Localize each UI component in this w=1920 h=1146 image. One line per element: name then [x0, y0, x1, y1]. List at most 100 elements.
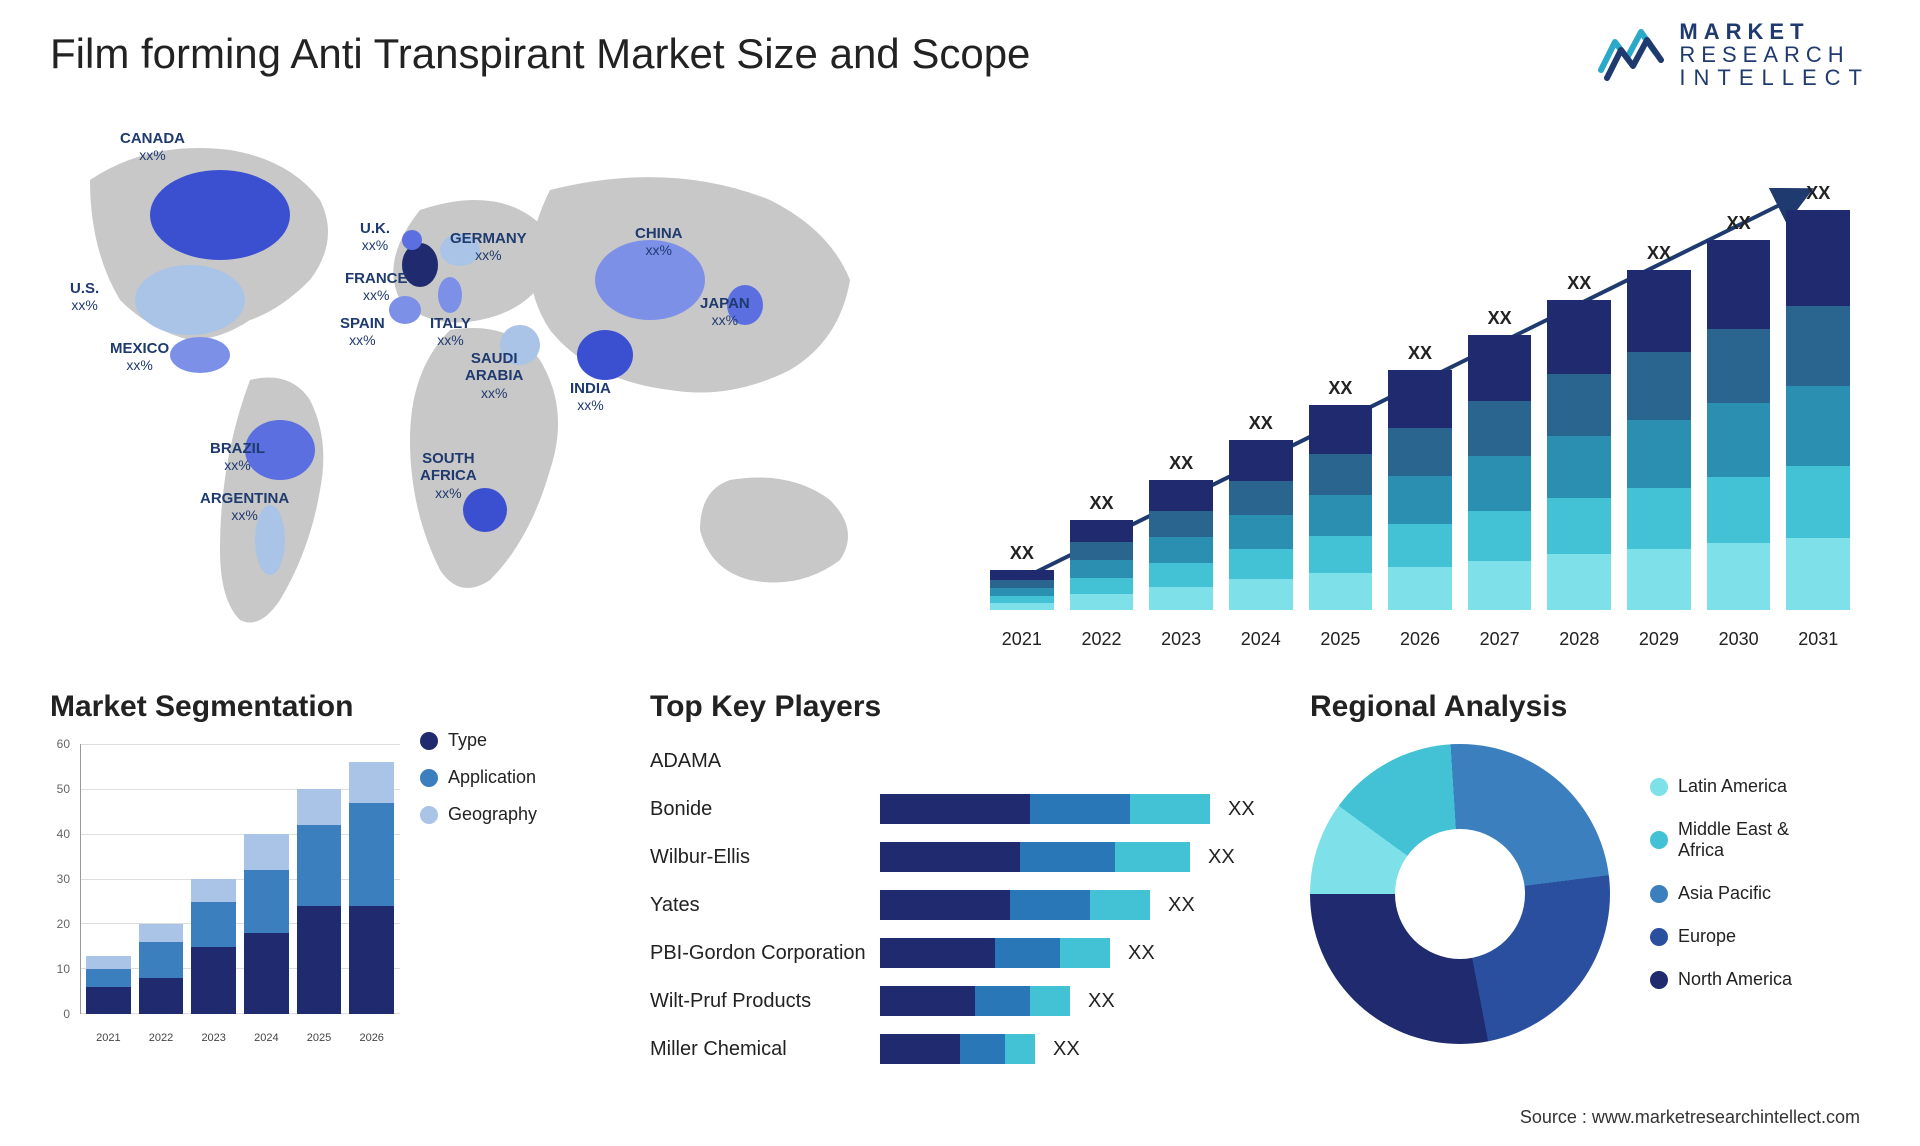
key-player-name: Bonide	[650, 798, 880, 821]
bar-value-label: XX	[1010, 543, 1034, 564]
key-player-bar	[880, 1034, 1035, 1064]
seg-bar	[244, 834, 289, 1014]
main-bar: XX	[1070, 493, 1134, 610]
map-label: U.K.xx%	[360, 220, 390, 255]
bar-value-label: XX	[1328, 378, 1352, 399]
seg-bar	[191, 879, 236, 1014]
main-xaxis-label: 2029	[1627, 621, 1691, 650]
seg-xaxis-label: 2025	[297, 1026, 342, 1044]
seg-ytick: 10	[46, 962, 70, 976]
main-bar: XX	[1468, 308, 1532, 610]
key-player-bar	[880, 890, 1150, 920]
seg-xaxis-label: 2022	[139, 1026, 184, 1044]
world-map: CANADAxx% U.S.xx% MEXICOxx% BRAZILxx% ARGENT…	[50, 120, 930, 650]
seg-xaxis-label: 2021	[86, 1026, 131, 1044]
segmentation-legend: Type Application Geography	[420, 730, 600, 841]
key-player-value: XX	[1128, 942, 1155, 965]
bar-value-label: XX	[1249, 413, 1273, 434]
segmentation-title: Market Segmentation	[50, 690, 610, 724]
seg-bar	[297, 789, 342, 1014]
main-xaxis-label: 2026	[1388, 621, 1452, 650]
main-bar: XX	[1388, 343, 1452, 610]
main-xaxis-label: 2027	[1468, 621, 1532, 650]
legend-item: North America	[1650, 969, 1792, 990]
map-label: SAUDIARABIAxx%	[465, 350, 523, 402]
key-player-bar	[880, 938, 1110, 968]
key-player-row: Yates XX	[650, 888, 1270, 922]
seg-ytick: 30	[46, 872, 70, 886]
seg-bar	[139, 924, 184, 1014]
key-player-row: Miller ChemicalXX	[650, 1032, 1270, 1066]
legend-item: Asia Pacific	[1650, 883, 1792, 904]
key-player-row: Wilt-Pruf Products XX	[650, 984, 1270, 1018]
segmentation-chart: 202120222023202420252026 0102030405060	[50, 744, 400, 1044]
main-bar: XX	[1547, 273, 1611, 610]
map-label: INDIAxx%	[570, 380, 611, 415]
map-label: CANADAxx%	[120, 130, 185, 165]
key-player-name: Wilt-Pruf Products	[650, 990, 880, 1013]
main-xaxis-label: 2031	[1786, 621, 1850, 650]
legend-item: Latin America	[1650, 776, 1792, 797]
seg-xaxis-label: 2023	[191, 1026, 236, 1044]
seg-ytick: 50	[46, 782, 70, 796]
map-label: FRANCExx%	[345, 270, 408, 305]
seg-ytick: 60	[46, 737, 70, 751]
key-players-title: Top Key Players	[650, 690, 1270, 724]
map-label: JAPANxx%	[700, 295, 750, 330]
bar-value-label: XX	[1488, 308, 1512, 329]
map-label: SOUTHAFRICAxx%	[420, 450, 477, 502]
main-bar: XX	[1309, 378, 1373, 610]
bar-value-label: XX	[1647, 243, 1671, 264]
legend-item: Middle East &Africa	[1650, 819, 1792, 861]
legend-item: Geography	[420, 804, 600, 825]
map-label: CHINAxx%	[635, 225, 683, 260]
key-player-value: XX	[1228, 798, 1255, 821]
legend-item: Application	[420, 767, 600, 788]
main-bar: XX	[1627, 243, 1691, 610]
logo-icon	[1597, 22, 1667, 87]
map-label: ARGENTINAxx%	[200, 490, 289, 525]
main-xaxis-label: 2024	[1229, 621, 1293, 650]
main-bar: XX	[1786, 183, 1850, 610]
key-player-bar	[880, 986, 1070, 1016]
regional-title: Regional Analysis	[1310, 690, 1870, 724]
key-player-row: PBI-Gordon CorporationXX	[650, 936, 1270, 970]
main-bar: XX	[990, 543, 1054, 610]
key-player-value: XX	[1168, 894, 1195, 917]
bar-value-label: XX	[1806, 183, 1830, 204]
key-player-name: Yates	[650, 894, 880, 917]
key-player-row: Bonide XX	[650, 792, 1270, 826]
map-label: GERMANYxx%	[450, 230, 527, 265]
seg-ytick: 40	[46, 827, 70, 841]
key-players-list: ADAMABonideXXWilbur-EllisXXYatesXXPBI-Go…	[650, 744, 1270, 1066]
regional-section: Regional Analysis Latin America Middle Ea…	[1310, 690, 1870, 1044]
logo: MARKET RESEARCH INTELLECT	[1597, 20, 1870, 89]
map-label: ITALYxx%	[430, 315, 471, 350]
main-xaxis-label: 2021	[990, 621, 1054, 650]
key-player-name: Miller Chemical	[650, 1038, 880, 1061]
key-player-name: Wilbur-Ellis	[650, 846, 880, 869]
key-player-bar	[880, 842, 1190, 872]
main-xaxis-label: 2023	[1149, 621, 1213, 650]
main-growth-chart: XXXXXXXXXXXXXXXXXXXXXX 20212022202320242…	[990, 150, 1850, 650]
seg-ytick: 0	[46, 1007, 70, 1021]
main-xaxis-label: 2030	[1707, 621, 1771, 650]
legend-item: Europe	[1650, 926, 1792, 947]
page-title: Film forming Anti Transpirant Market Siz…	[50, 30, 1030, 78]
map-label: SPAINxx%	[340, 315, 385, 350]
map-label: MEXICOxx%	[110, 340, 169, 375]
bar-value-label: XX	[1727, 213, 1751, 234]
seg-ytick: 20	[46, 917, 70, 931]
segmentation-section: Market Segmentation 20212022202320242025…	[50, 690, 610, 1044]
map-label: U.S.xx%	[70, 280, 99, 315]
legend-item: Type	[420, 730, 600, 751]
bar-value-label: XX	[1408, 343, 1432, 364]
key-player-value: XX	[1088, 990, 1115, 1013]
regional-legend: Latin America Middle East &Africa Asia Pac…	[1650, 776, 1792, 1012]
main-xaxis-label: 2028	[1547, 621, 1611, 650]
map-label: BRAZILxx%	[210, 440, 265, 475]
source-text: Source : www.marketresearchintellect.com	[1520, 1107, 1860, 1128]
main-bar: XX	[1229, 413, 1293, 610]
regional-donut	[1310, 744, 1610, 1044]
key-player-row: Wilbur-EllisXX	[650, 840, 1270, 874]
